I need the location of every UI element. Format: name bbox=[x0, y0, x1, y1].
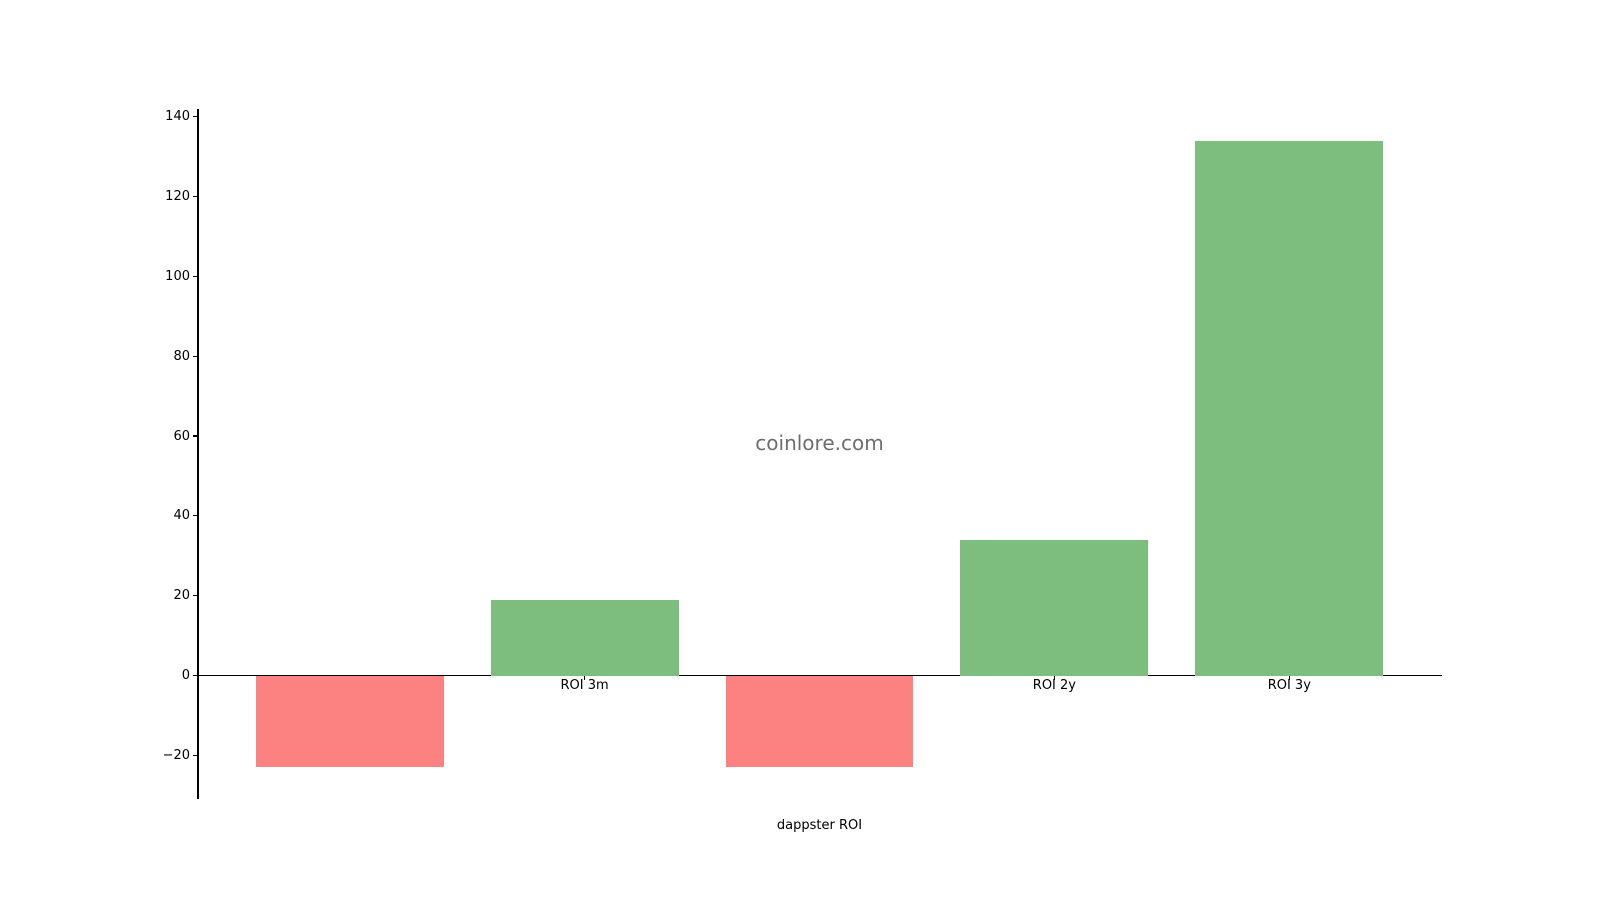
y-tick-mark bbox=[193, 275, 197, 277]
y-tick-label: 140 bbox=[165, 109, 190, 125]
y-tick-mark bbox=[193, 515, 197, 517]
y-tick-label: 20 bbox=[173, 588, 190, 604]
y-tick-label: 0 bbox=[181, 668, 190, 684]
y-tick-mark bbox=[193, 195, 197, 198]
x-tick-label-roi-2y: ROI 2y bbox=[1032, 677, 1076, 693]
y-tick-mark bbox=[193, 115, 197, 118]
x-tick-mark bbox=[583, 675, 586, 680]
y-tick-label: 100 bbox=[165, 268, 190, 284]
x-axis-title: dappster ROI bbox=[776, 818, 863, 833]
y-tick-mark bbox=[193, 754, 197, 757]
y-tick-mark bbox=[193, 595, 197, 597]
x-tick-label-roi-3m: ROI 3m bbox=[560, 677, 609, 693]
y-tick-mark bbox=[193, 675, 197, 677]
watermark: coinlore.com bbox=[755, 431, 884, 455]
y-axis-spine bbox=[197, 109, 199, 799]
x-tick-label-roi-3y: ROI 3y bbox=[1267, 677, 1311, 693]
y-tick-mark bbox=[193, 355, 197, 357]
y-tick-label: 120 bbox=[165, 188, 190, 204]
bar-roi-2y bbox=[960, 539, 1149, 676]
y-tick-label: 60 bbox=[173, 428, 190, 444]
bar-roi-3m bbox=[490, 599, 679, 676]
bar-bar-2 bbox=[725, 675, 914, 768]
y-tick-label: 40 bbox=[173, 508, 190, 524]
x-tick-mark bbox=[1053, 675, 1055, 680]
bar-bar-0 bbox=[255, 675, 444, 768]
bar-roi-3y bbox=[1195, 140, 1384, 676]
y-tick-label: −20 bbox=[162, 747, 190, 763]
x-tick-mark bbox=[1288, 675, 1290, 680]
y-tick-label: 80 bbox=[173, 348, 190, 364]
y-tick-mark bbox=[193, 435, 197, 437]
